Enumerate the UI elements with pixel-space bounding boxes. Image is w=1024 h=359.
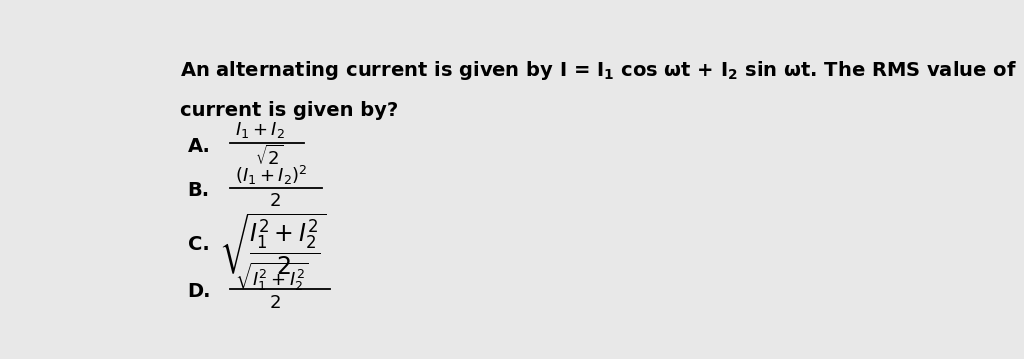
Text: $(I_1 + I_2)^2$: $(I_1 + I_2)^2$: [236, 164, 308, 187]
Text: current is given by?: current is given by?: [179, 101, 398, 120]
Text: $2$: $2$: [269, 192, 281, 210]
Text: B.: B.: [187, 181, 210, 200]
Text: An alternating current is given by I = $\mathbf{I_1}$ cos $\mathbf{\omega}$t + $: An alternating current is given by I = $…: [179, 59, 1017, 82]
Text: D.: D.: [187, 283, 211, 301]
Text: A.: A.: [187, 137, 210, 156]
Text: $\sqrt{2}$: $\sqrt{2}$: [255, 144, 284, 168]
Text: $2$: $2$: [269, 294, 281, 312]
Text: $I_1 + I_2$: $I_1 + I_2$: [236, 120, 285, 140]
Text: C.: C.: [187, 236, 209, 255]
Text: $\sqrt{\dfrac{I_1^2 + I_2^2}{2}}$: $\sqrt{\dfrac{I_1^2 + I_2^2}{2}}$: [219, 212, 327, 278]
Text: $\sqrt{I_1^2 + I_2^2}$: $\sqrt{I_1^2 + I_2^2}$: [236, 261, 309, 293]
